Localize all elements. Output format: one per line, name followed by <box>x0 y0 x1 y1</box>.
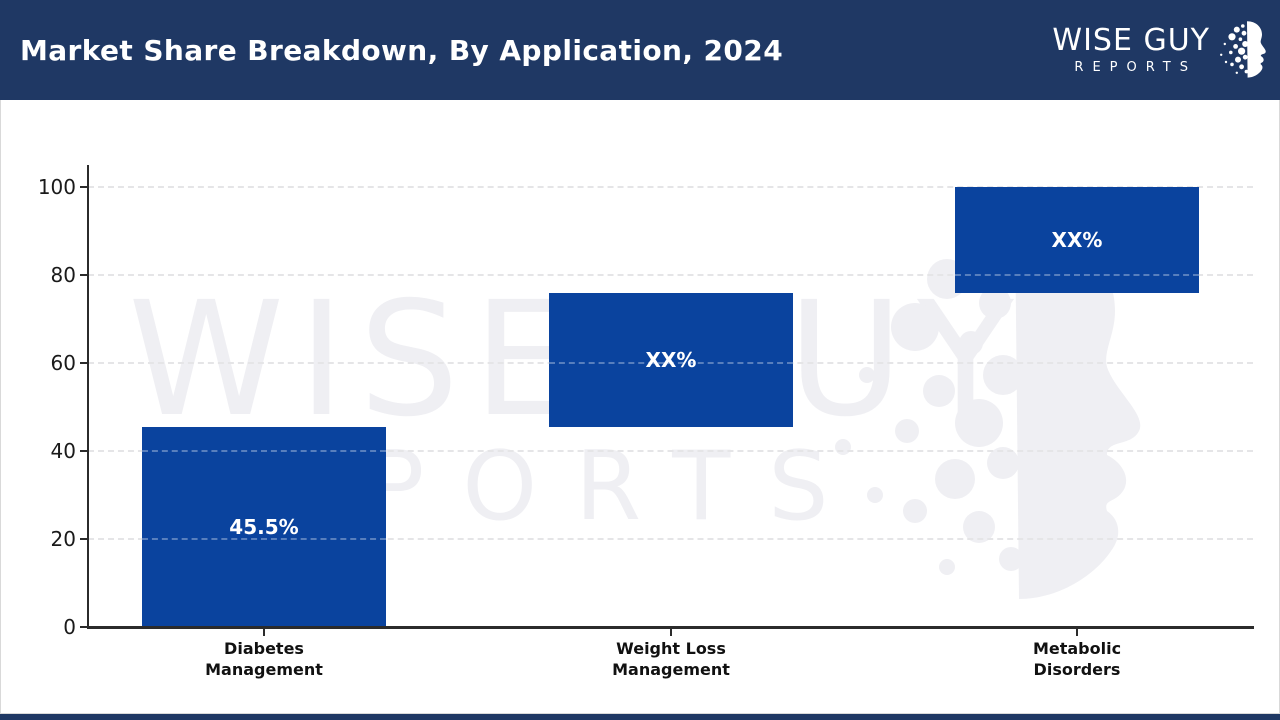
category-label-line: Weight Loss <box>616 639 726 658</box>
y-tick-mark <box>80 626 88 628</box>
y-tick-mark <box>80 274 88 276</box>
gridline-over-bar <box>142 449 386 452</box>
bar-diabetes-management[interactable]: 45.5% <box>142 426 386 627</box>
category-label-metabolic-disorders: Metabolic Disorders <box>917 638 1237 680</box>
footer-bar <box>0 714 1280 720</box>
x-tick-mark <box>1076 629 1078 636</box>
logo-subtext: REPORTS <box>1074 60 1198 75</box>
bar-weight-loss-management[interactable]: XX% <box>549 292 793 427</box>
y-tick-mark <box>80 186 88 188</box>
y-axis-line <box>87 165 89 629</box>
brand-logo: WISE GUY REPORTS <box>1052 0 1268 100</box>
logo-wordmark: WISE GUY <box>1052 23 1210 58</box>
y-tick-label: 0 <box>63 615 76 639</box>
category-label-weight-loss-management: Weight Loss Management <box>511 638 831 680</box>
category-label-line: Metabolic <box>1032 639 1122 658</box>
y-tick-label: 100 <box>37 175 76 199</box>
y-tick-mark <box>80 362 88 364</box>
bar-value-label: XX% <box>645 347 697 372</box>
gridline <box>88 538 1253 540</box>
x-tick-mark <box>670 629 672 636</box>
y-tick-label: 80 <box>50 263 76 287</box>
category-label-line: Disorders <box>1033 660 1121 679</box>
gridline-over-bar <box>142 537 386 540</box>
y-tick-label: 60 <box>50 351 76 375</box>
y-tick-mark <box>80 450 88 452</box>
category-label-diabetes-management: Diabetes Management <box>104 638 424 680</box>
x-tick-mark <box>263 629 265 636</box>
category-label-line: Management <box>205 660 323 679</box>
y-tick-label: 20 <box>50 527 76 551</box>
y-tick-mark <box>80 538 88 540</box>
category-label-line: Diabetes <box>224 639 304 658</box>
logo-face-icon <box>1220 21 1266 78</box>
category-label-line: Management <box>612 660 730 679</box>
gridline <box>88 274 1253 276</box>
y-tick-label: 40 <box>50 439 76 463</box>
gridline-over-bar <box>549 361 793 364</box>
watermark-face-icon <box>835 223 1141 599</box>
header-bar: Market Share Breakdown, By Application, … <box>0 0 1280 100</box>
x-axis-line <box>87 626 1254 629</box>
gridline-over-bar <box>955 274 1199 276</box>
bar-value-label: 45.5% <box>229 514 299 539</box>
bar-value-label: XX% <box>1051 227 1103 252</box>
page-title: Market Share Breakdown, By Application, … <box>20 33 784 67</box>
gridline <box>88 186 1253 188</box>
gridline <box>88 450 1253 452</box>
bar-metabolic-disorders[interactable]: XX% <box>955 187 1199 293</box>
